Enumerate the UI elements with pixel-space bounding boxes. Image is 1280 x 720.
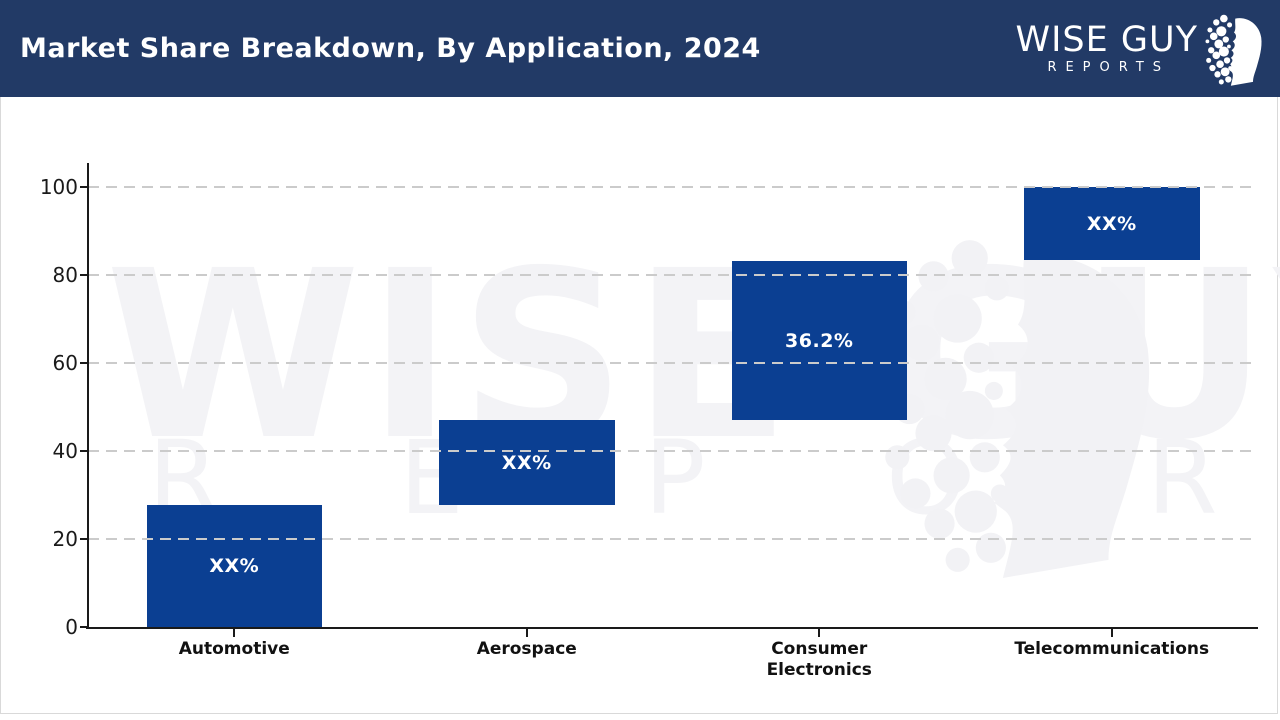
logo-wordmark: WISE GUY — [1015, 19, 1198, 60]
y-tick-mark — [80, 362, 88, 364]
x-tick-label: Telecommunications — [1014, 639, 1210, 659]
bar-aerospace: XX% — [439, 420, 615, 506]
bar-value-label: XX% — [1086, 212, 1137, 235]
y-tick-label: 40 — [52, 439, 78, 463]
bar-automotive: XX% — [146, 505, 322, 627]
gridline — [88, 186, 1258, 188]
y-tick-label: 0 — [65, 615, 78, 639]
y-axis-line — [87, 163, 89, 629]
x-axis-line — [86, 627, 1258, 629]
x-tick-label: Aerospace — [476, 639, 577, 659]
x-tick-label: Consumer Electronics — [766, 639, 872, 680]
gridline — [88, 274, 1258, 276]
y-tick-label: 60 — [52, 351, 78, 375]
y-tick-mark — [80, 626, 88, 628]
gridline — [88, 538, 1258, 540]
x-tick-mark — [233, 629, 236, 637]
y-tick-label: 80 — [52, 263, 78, 287]
x-tick-label: Automotive — [178, 639, 290, 659]
page-title: Market Share Breakdown, By Application, … — [20, 33, 761, 64]
y-tick-label: 20 — [52, 527, 78, 551]
x-tick-mark — [818, 629, 821, 637]
logo-text: WISE GUY REPORTS — [1015, 19, 1198, 76]
bar-consumer-electronics: 36.2% — [731, 260, 907, 421]
gridline — [88, 362, 1258, 364]
bar-value-label: XX% — [209, 555, 260, 578]
bar-value-label: 36.2% — [785, 329, 854, 352]
bar-value-label: XX% — [501, 451, 552, 474]
y-tick-mark — [80, 450, 88, 452]
y-tick-mark — [80, 274, 88, 276]
y-tick-mark — [80, 538, 88, 540]
gridline — [88, 450, 1258, 452]
wise-guy-logo: WISE GUY REPORTS — [1015, 11, 1280, 87]
logo-subtitle: REPORTS — [1047, 60, 1171, 76]
x-tick-mark — [1110, 629, 1113, 637]
header-bar: Market Share Breakdown, By Application, … — [0, 0, 1280, 97]
bar-telecommunications: XX% — [1024, 187, 1200, 261]
y-tick-label: 100 — [39, 175, 78, 199]
dotted-face-logo-icon — [1202, 11, 1266, 87]
y-tick-mark — [80, 186, 88, 188]
x-tick-mark — [525, 629, 528, 637]
